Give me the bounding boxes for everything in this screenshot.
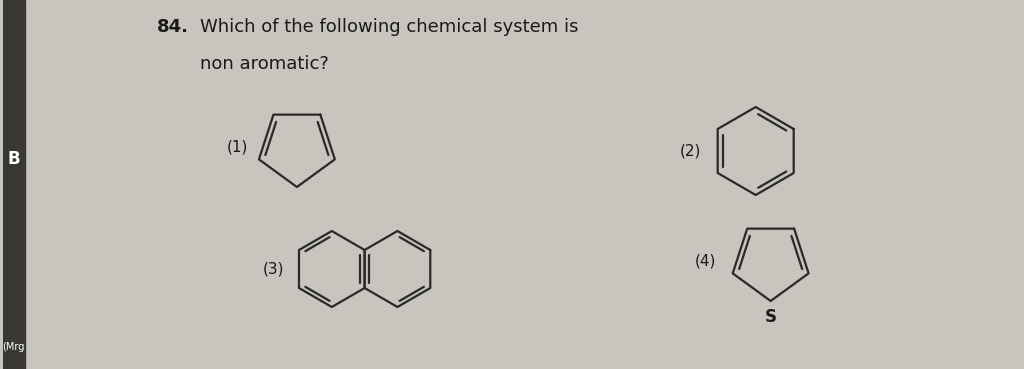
Text: Which of the following chemical system is: Which of the following chemical system i… — [200, 18, 579, 36]
Text: (3): (3) — [263, 262, 285, 276]
Text: B: B — [7, 150, 19, 168]
Text: 84.: 84. — [158, 18, 189, 36]
Text: (Mrg: (Mrg — [2, 342, 25, 352]
Text: non aromatic?: non aromatic? — [200, 55, 329, 73]
Text: S: S — [765, 308, 776, 326]
Text: (1): (1) — [226, 139, 248, 155]
Bar — [3, 0, 25, 369]
Text: (2): (2) — [680, 144, 701, 159]
Text: (4): (4) — [695, 254, 717, 269]
